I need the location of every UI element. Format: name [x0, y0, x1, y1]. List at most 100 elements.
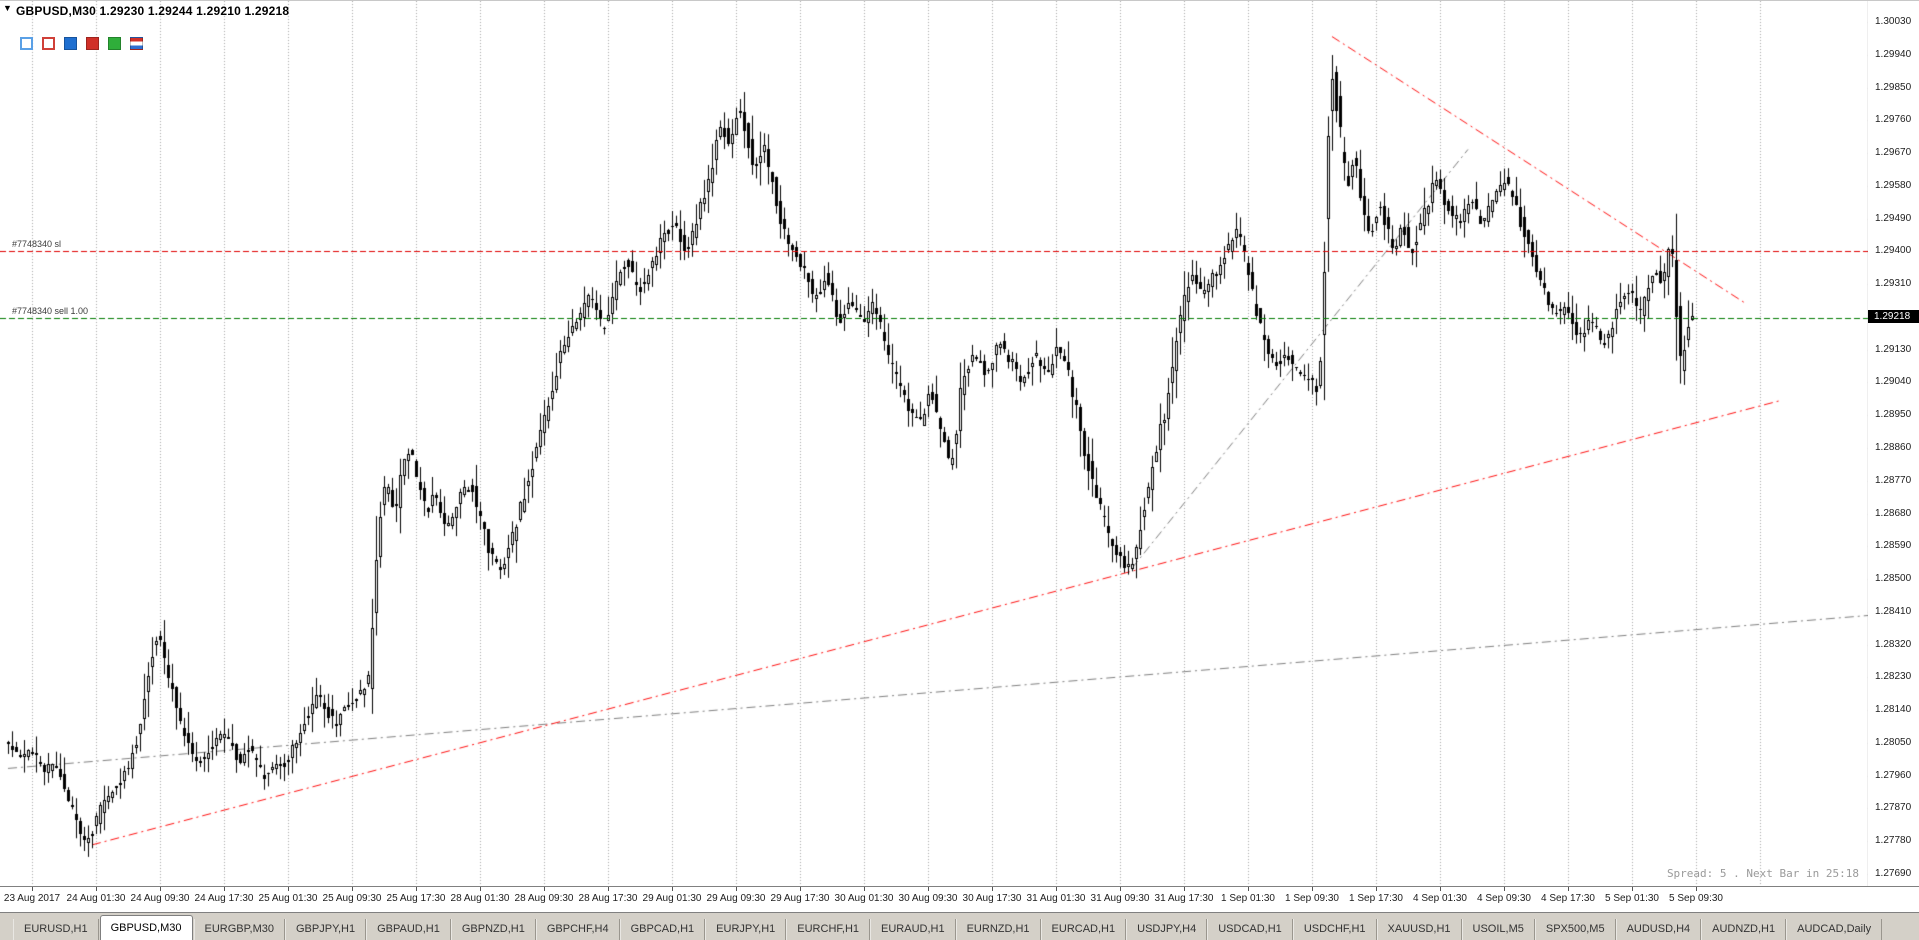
time-axis-label: 30 Aug 01:30	[834, 893, 894, 904]
tab-audnzd-h1[interactable]: AUDNZD,H1	[1701, 919, 1787, 940]
sell-order-line-label[interactable]: #7748340 sell 1.00	[12, 305, 89, 316]
tab-usoil-m5[interactable]: USOIL,M5	[1461, 919, 1535, 940]
tab-gbpcad-h1[interactable]: GBPCAD,H1	[619, 919, 706, 940]
time-axis-tick	[992, 887, 993, 891]
tab-eurusd-h1[interactable]: EURUSD,H1	[13, 919, 99, 940]
time-axis-label: 30 Aug 17:30	[962, 893, 1022, 904]
tab-gbpnzd-h1[interactable]: GBPNZD,H1	[450, 919, 536, 940]
price-axis-label: 1.29670	[1875, 147, 1912, 159]
price-axis-label: 1.29760	[1875, 114, 1912, 126]
time-axis-tick	[96, 887, 97, 891]
time-axis-label: 4 Sep 17:30	[1541, 893, 1595, 904]
chart-canvas[interactable]	[0, 1, 1919, 887]
price-axis-label: 1.28590	[1875, 540, 1912, 552]
time-axis-tick	[352, 887, 353, 891]
tab-usdjpy-h4[interactable]: USDJPY,H4	[1126, 919, 1208, 940]
price-axis-label: 1.29310	[1875, 278, 1912, 290]
time-axis-tick	[1312, 887, 1313, 891]
time-axis-label: 4 Sep 09:30	[1477, 893, 1531, 904]
swatch-outline-red-icon[interactable]	[42, 37, 55, 50]
time-axis-label: 29 Aug 01:30	[642, 893, 702, 904]
price-axis-label: 1.28230	[1875, 671, 1912, 683]
chart-title-ohlc: GBPUSD,M30 1.29230 1.29244 1.29210 1.292…	[16, 4, 290, 18]
time-axis-tick	[1696, 887, 1697, 891]
time-axis-label: 25 Aug 09:30	[322, 893, 382, 904]
price-axis-label: 1.29850	[1875, 81, 1912, 93]
oneclick-collapse-icon[interactable]: ▼	[3, 3, 12, 13]
swatch-red-icon[interactable]	[86, 37, 99, 50]
price-axis-label: 1.29400	[1875, 245, 1912, 257]
time-axis-label: 5 Sep 09:30	[1669, 893, 1723, 904]
tab-eurnzd-h1[interactable]: EURNZD,H1	[955, 919, 1041, 940]
time-axis-tick	[160, 887, 161, 891]
swatch-green-icon[interactable]	[108, 37, 121, 50]
time-axis-label: 1 Sep 01:30	[1221, 893, 1275, 904]
time-axis-tick	[32, 887, 33, 891]
time-axis-label: 24 Aug 09:30	[130, 893, 190, 904]
chart-object-toolbar	[20, 37, 143, 50]
time-axis-tick	[1248, 887, 1249, 891]
price-axis-label: 1.29580	[1875, 179, 1912, 191]
time-axis-tick	[1632, 887, 1633, 891]
tab-xauusd-h1[interactable]: XAUUSD,H1	[1376, 919, 1462, 940]
time-axis-label: 4 Sep 01:30	[1413, 893, 1467, 904]
time-axis[interactable]: 23 Aug 2017 24 Aug 01:30 24 Aug 09:30 24 Au…	[0, 886, 1919, 912]
symbol-tab-bar: EURUSD,H1 GBPUSD,M30 EURGBP,M30 GBPJPY,H1 GB…	[0, 912, 1919, 940]
time-axis-tick	[1184, 887, 1185, 891]
price-axis-label: 1.29130	[1875, 343, 1912, 355]
time-axis-tick	[416, 887, 417, 891]
price-axis-label: 1.27690	[1875, 868, 1912, 879]
tab-eurjpy-h1[interactable]: EURJPY,H1	[705, 919, 787, 940]
time-axis-label: 31 Aug 09:30	[1090, 893, 1150, 904]
time-axis-tick	[288, 887, 289, 891]
tab-usdcad-h1[interactable]: USDCAD,H1	[1207, 919, 1293, 940]
time-axis-tick	[1568, 887, 1569, 891]
time-axis-label: 24 Aug 01:30	[66, 893, 126, 904]
price-axis-label: 1.28050	[1875, 736, 1912, 748]
tab-euraud-h1[interactable]: EURAUD,H1	[870, 919, 956, 940]
time-axis-tick	[1376, 887, 1377, 891]
stoploss-line-label[interactable]: #7748340 sl	[12, 239, 62, 250]
time-axis-label: 31 Aug 17:30	[1154, 893, 1214, 904]
time-axis-label: 24 Aug 17:30	[194, 893, 254, 904]
tab-audusd-h4[interactable]: AUDUSD,H4	[1615, 919, 1702, 940]
tab-eurchf-h1[interactable]: EURCHF,H1	[786, 919, 871, 940]
price-axis-label: 1.28500	[1875, 573, 1912, 585]
time-axis-tick	[928, 887, 929, 891]
time-axis-label: 1 Sep 17:30	[1349, 893, 1403, 904]
swatch-outline-blue-icon[interactable]	[20, 37, 33, 50]
price-axis-label: 1.30030	[1875, 16, 1912, 27]
price-axis-label: 1.29490	[1875, 212, 1912, 224]
price-axis-label: 1.29040	[1875, 376, 1912, 388]
tab-usdchf-h1[interactable]: USDCHF,H1	[1292, 919, 1377, 940]
price-axis-label: 1.28950	[1875, 409, 1912, 421]
tab-gbpchf-h4[interactable]: GBPCHF,H4	[535, 919, 620, 940]
price-axis-label: 1.28410	[1875, 605, 1912, 617]
price-axis-label: 1.28320	[1875, 638, 1912, 650]
time-axis-label: 29 Aug 17:30	[770, 893, 830, 904]
time-axis-label: 1 Sep 09:30	[1285, 893, 1339, 904]
time-axis-tick	[608, 887, 609, 891]
price-axis-label: 1.28860	[1875, 442, 1912, 453]
time-axis-label: 29 Aug 09:30	[706, 893, 766, 904]
price-axis[interactable]: 1.29218 1.30030 1.29940 1.29850 1.29760 1.29…	[1868, 1, 1919, 887]
tab-audcad-daily[interactable]: AUDCAD,Daily	[1786, 919, 1883, 940]
swatch-blue-icon[interactable]	[64, 37, 77, 50]
tab-gbpaud-h1[interactable]: GBPAUD,H1	[366, 919, 451, 940]
time-axis-tick	[1056, 887, 1057, 891]
time-axis-tick	[1504, 887, 1505, 891]
tab-eurcad-h1[interactable]: EURCAD,H1	[1040, 919, 1127, 940]
tab-gbpusd-m30[interactable]: GBPUSD,M30	[99, 915, 193, 940]
time-axis-label: 5 Sep 01:30	[1605, 893, 1659, 904]
tab-gbpjpy-h1[interactable]: GBPJPY,H1	[285, 919, 367, 940]
price-axis-label: 1.28770	[1875, 474, 1912, 486]
tab-spx500-m5[interactable]: SPX500,M5	[1534, 919, 1616, 940]
time-axis-tick	[1440, 887, 1441, 891]
current-price-tag: 1.29218	[1868, 309, 1919, 323]
time-axis-label: 25 Aug 01:30	[258, 893, 318, 904]
time-axis-label: 23 Aug 2017	[3, 893, 61, 904]
price-axis-label: 1.29940	[1875, 48, 1912, 60]
swatch-flag-icon[interactable]	[130, 37, 143, 50]
tab-eurgbp-m30[interactable]: EURGBP,M30	[193, 919, 285, 940]
time-axis-label: 31 Aug 01:30	[1026, 893, 1086, 904]
